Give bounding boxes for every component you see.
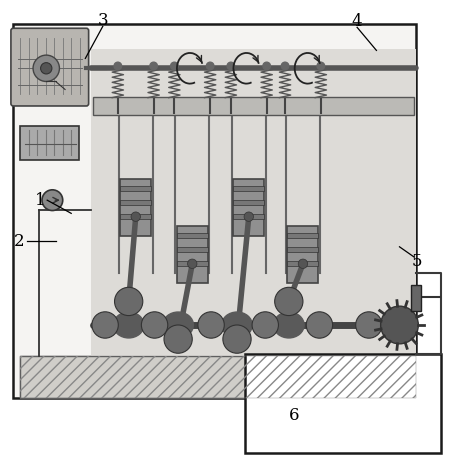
Circle shape	[198, 312, 224, 338]
Bar	[93, 97, 414, 115]
Bar	[120, 186, 151, 191]
Circle shape	[306, 312, 333, 338]
Bar	[120, 200, 151, 205]
Text: 6: 6	[289, 407, 300, 424]
Circle shape	[115, 287, 143, 316]
Bar	[20, 356, 416, 398]
Text: 1: 1	[35, 192, 46, 209]
Bar	[233, 179, 264, 236]
Text: 5: 5	[412, 253, 422, 270]
Bar	[233, 200, 264, 205]
Bar	[20, 356, 416, 398]
Circle shape	[281, 62, 289, 70]
Circle shape	[117, 290, 140, 313]
Circle shape	[277, 290, 301, 313]
Circle shape	[356, 312, 382, 338]
Circle shape	[166, 327, 190, 351]
Bar	[287, 226, 319, 283]
Bar	[177, 233, 208, 238]
Ellipse shape	[222, 312, 252, 338]
Bar	[287, 247, 319, 252]
Text: 2: 2	[14, 233, 25, 250]
Circle shape	[33, 55, 59, 81]
Text: 3: 3	[98, 12, 108, 29]
Ellipse shape	[273, 312, 304, 338]
Bar	[91, 49, 416, 356]
Ellipse shape	[113, 312, 144, 338]
Bar	[177, 261, 208, 266]
Circle shape	[252, 312, 278, 338]
Ellipse shape	[163, 312, 193, 338]
Bar	[120, 179, 151, 236]
Circle shape	[150, 62, 157, 70]
Circle shape	[274, 287, 303, 316]
Bar	[120, 214, 151, 219]
Bar	[20, 126, 79, 160]
Bar	[233, 214, 264, 219]
Bar	[233, 186, 264, 191]
Bar	[246, 354, 441, 453]
Circle shape	[227, 62, 235, 70]
Circle shape	[223, 325, 251, 353]
Bar	[13, 24, 416, 398]
Circle shape	[131, 212, 140, 221]
Circle shape	[206, 62, 214, 70]
FancyBboxPatch shape	[11, 28, 89, 106]
Bar	[177, 247, 208, 252]
Circle shape	[141, 312, 168, 338]
Circle shape	[164, 325, 192, 353]
Bar	[411, 285, 421, 311]
Circle shape	[114, 62, 122, 70]
Text: 4: 4	[352, 13, 363, 30]
Circle shape	[188, 259, 197, 268]
Circle shape	[41, 63, 52, 74]
Circle shape	[244, 212, 254, 221]
Circle shape	[92, 312, 118, 338]
Circle shape	[263, 62, 271, 70]
Circle shape	[298, 259, 308, 268]
Circle shape	[317, 62, 325, 70]
Circle shape	[381, 306, 419, 344]
Circle shape	[42, 190, 63, 211]
Bar	[287, 261, 319, 266]
Circle shape	[225, 327, 249, 351]
Circle shape	[171, 62, 178, 70]
Bar	[177, 226, 208, 283]
Bar	[287, 233, 319, 238]
